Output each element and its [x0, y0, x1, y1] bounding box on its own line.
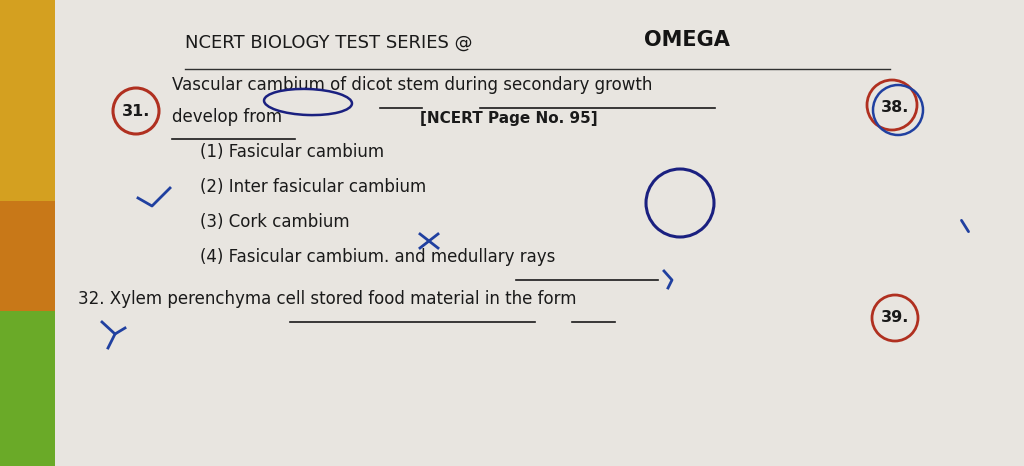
Text: NCERT BIOLOGY TEST SERIES @: NCERT BIOLOGY TEST SERIES @ — [185, 34, 478, 52]
Bar — [0, 0, 55, 216]
Text: develop from: develop from — [172, 108, 283, 126]
Bar — [0, 201, 55, 311]
Text: (2) Inter fasicular cambium: (2) Inter fasicular cambium — [200, 178, 426, 196]
Text: Vascular cambium of dicot stem during secondary growth: Vascular cambium of dicot stem during se… — [172, 76, 652, 94]
Text: (3) Cork cambium: (3) Cork cambium — [200, 213, 349, 231]
Text: 39.: 39. — [881, 310, 909, 325]
Bar — [0, 306, 55, 466]
Text: OMEGA: OMEGA — [644, 30, 730, 50]
Text: (1) Fasicular cambium: (1) Fasicular cambium — [200, 143, 384, 161]
Text: 38.: 38. — [881, 101, 909, 116]
Bar — [0, 0, 55, 466]
Text: [NCERT Page No. 95]: [NCERT Page No. 95] — [420, 111, 598, 126]
Text: (4) Fasicular cambium. and medullary rays: (4) Fasicular cambium. and medullary ray… — [200, 248, 555, 266]
Text: 31.: 31. — [122, 103, 151, 118]
Text: 32. Xylem perenchyma cell stored food material in the form: 32. Xylem perenchyma cell stored food ma… — [78, 290, 577, 308]
